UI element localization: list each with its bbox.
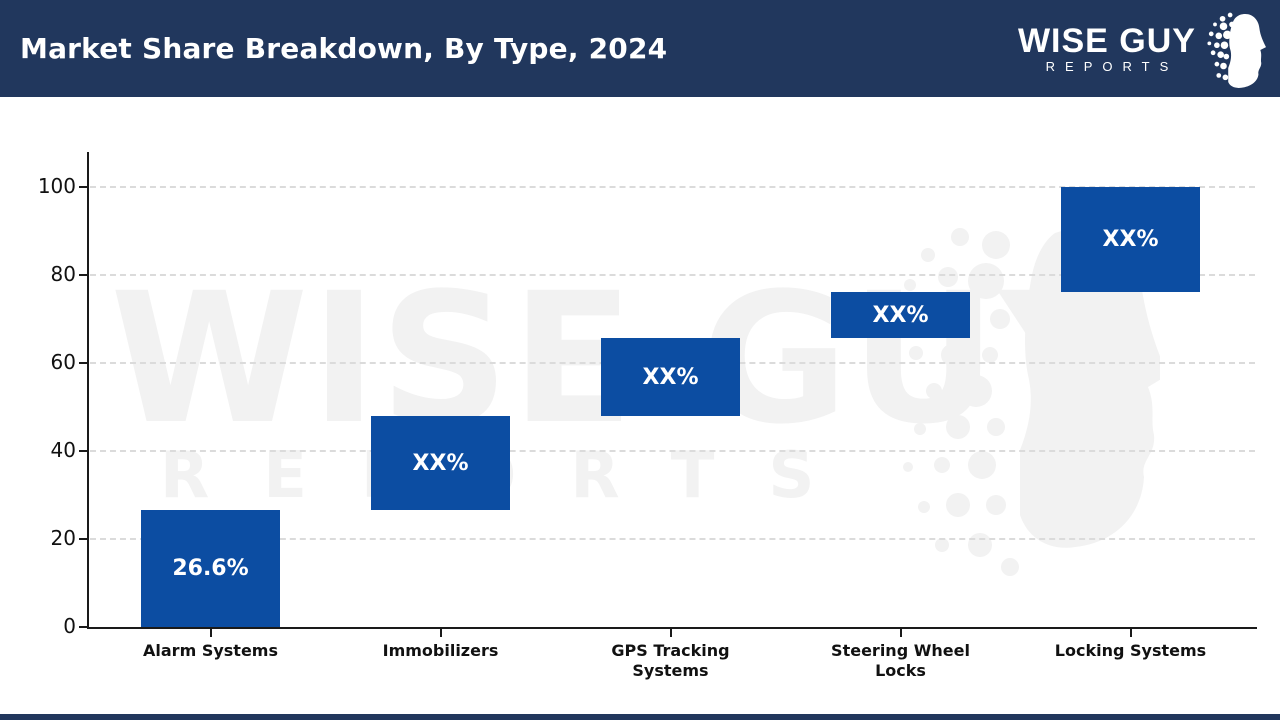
x-tick-mark: [439, 629, 442, 637]
y-tick-mark: [79, 626, 87, 628]
chart-title: Market Share Breakdown, By Type, 2024: [20, 32, 668, 65]
x-category-label: GPS Tracking Systems: [611, 641, 730, 680]
x-category-label: Steering Wheel Locks: [831, 641, 970, 680]
bar-value-label: XX%: [642, 364, 699, 390]
y-tick-mark: [79, 186, 87, 188]
x-tick-mark: [899, 629, 902, 637]
y-tick-mark: [79, 450, 87, 452]
gridline: [90, 186, 1255, 188]
y-tick-label: 0: [63, 614, 76, 638]
y-tick-mark: [79, 538, 87, 540]
y-tick-label: 60: [50, 350, 76, 374]
y-tick-mark: [79, 362, 87, 364]
y-axis-line: [87, 152, 89, 629]
bar-value-label: 26.6%: [172, 555, 249, 581]
bar-value-label: XX%: [872, 302, 929, 328]
y-tick-label: 20: [50, 526, 76, 550]
x-category-label: Immobilizers: [382, 641, 499, 660]
bar-value-label: XX%: [412, 450, 469, 476]
gridline: [90, 274, 1255, 276]
y-tick-label: 40: [50, 438, 76, 462]
bar-value-label: XX%: [1102, 227, 1159, 253]
logo-subtitle: REPORTS: [1045, 58, 1179, 74]
x-category-label: Locking Systems: [1054, 641, 1207, 660]
footer-bar: [0, 714, 1280, 720]
gridline: [90, 538, 1255, 540]
x-tick-mark: [669, 629, 672, 637]
bar-segment: XX%: [831, 292, 970, 338]
x-axis-line: [87, 627, 1257, 629]
y-tick-label: 80: [50, 262, 76, 286]
y-tick-label: 100: [37, 174, 76, 198]
x-tick-mark: [209, 629, 212, 637]
wiseguy-face-icon: [1207, 12, 1266, 88]
x-category-label: Alarm Systems: [143, 641, 278, 660]
bar-segment: XX%: [601, 337, 740, 417]
logo-wordmark: WISE GUY: [1017, 21, 1196, 60]
bar-segment: 26.6%: [141, 509, 280, 627]
y-tick-mark: [79, 274, 87, 276]
bar-segment: XX%: [1061, 187, 1200, 293]
bar-segment: XX%: [371, 416, 510, 510]
header-banner: Market Share Breakdown, By Type, 2024 WI…: [0, 0, 1280, 97]
wiseguy-logo: WISE GUY REPORTS: [1018, 9, 1266, 89]
x-tick-mark: [1129, 629, 1132, 637]
gridline: [90, 450, 1255, 452]
